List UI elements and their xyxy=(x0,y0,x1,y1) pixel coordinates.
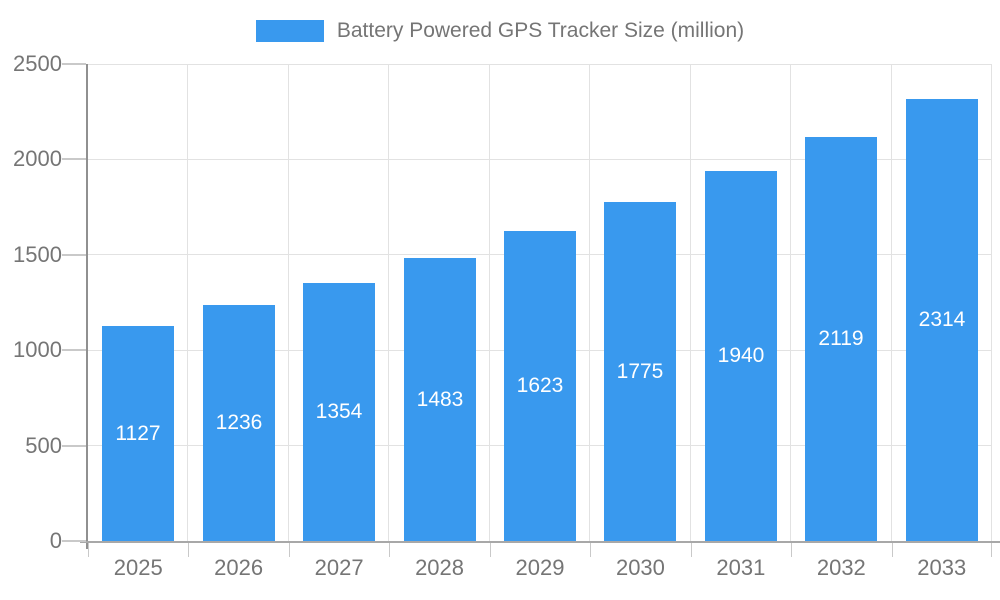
x-axis-tick-mark xyxy=(892,543,893,557)
x-axis-line xyxy=(80,541,1000,543)
bar: 2314 xyxy=(906,99,978,541)
y-tick-label: 1500 xyxy=(13,241,62,267)
gridline-vertical xyxy=(991,64,992,541)
gridline-vertical xyxy=(790,64,791,541)
y-axis-line xyxy=(86,64,88,549)
x-tick-label: 2027 xyxy=(314,555,364,580)
bar: 1127 xyxy=(102,326,174,541)
x-axis-tick-mark xyxy=(691,543,692,557)
y-axis-tick-mark xyxy=(62,63,86,65)
x-tick-label: 2033 xyxy=(917,555,967,580)
y-tick-label: 0 xyxy=(49,528,62,553)
legend: Battery Powered GPS Tracker Size (millio… xyxy=(0,19,1000,43)
x-axis-tick-mark xyxy=(389,543,390,557)
bar: 1483 xyxy=(404,258,476,541)
x-axis-tick-mark xyxy=(289,543,290,557)
bar-value-label: 1775 xyxy=(616,359,664,383)
y-tick-label: 500 xyxy=(25,432,62,458)
bar: 1236 xyxy=(203,305,275,541)
gridline-horizontal xyxy=(88,158,992,160)
bar: 1940 xyxy=(705,171,777,541)
bar: 1623 xyxy=(504,231,576,541)
gridline-vertical xyxy=(388,64,389,541)
bar-value-label: 1623 xyxy=(516,374,564,397)
x-axis-tick-mark xyxy=(991,543,992,557)
bar-value-label: 2314 xyxy=(918,308,966,331)
x-tick-label: 2030 xyxy=(615,555,665,580)
gridline-horizontal xyxy=(88,63,992,65)
legend-swatch xyxy=(255,20,324,42)
x-axis-tick-mark xyxy=(791,543,792,557)
gridline-vertical xyxy=(891,64,892,541)
bar-value-label: 1354 xyxy=(315,400,363,423)
x-tick-label: 2028 xyxy=(415,555,465,580)
gridline-vertical xyxy=(187,64,188,541)
legend-label: Battery Powered GPS Tracker Size (millio… xyxy=(336,19,745,42)
bar-value-label: 2119 xyxy=(818,327,864,350)
x-tick-label: 2032 xyxy=(816,555,866,580)
gridline-vertical xyxy=(690,64,691,541)
bar-value-label: 1236 xyxy=(215,411,263,434)
x-tick-label: 2031 xyxy=(716,555,766,580)
x-tick-label: 2025 xyxy=(113,555,163,580)
y-axis-tick-mark xyxy=(62,540,86,542)
bar: 1354 xyxy=(303,283,375,541)
gridline-vertical xyxy=(489,64,490,541)
gridline-vertical xyxy=(288,64,289,541)
bar: 1775 xyxy=(604,202,676,541)
y-axis-tick-mark xyxy=(62,158,86,161)
x-axis-tick-mark xyxy=(590,543,591,557)
y-axis-tick-mark xyxy=(62,444,86,447)
y-tick-label: 2000 xyxy=(13,146,62,172)
plot-area: 0 500 1000 1500 2000 2500 2025 2026 2027 2028 202… xyxy=(13,51,1000,580)
bar-value-label: 1127 xyxy=(115,421,161,445)
x-axis-tick-mark xyxy=(88,543,89,557)
x-axis-tick-mark xyxy=(490,543,491,557)
x-tick-label: 2029 xyxy=(515,555,565,580)
y-axis-tick-mark xyxy=(62,253,86,256)
gridline-vertical xyxy=(589,64,590,541)
y-tick-label: 1000 xyxy=(13,337,62,363)
x-axis-tick-mark xyxy=(188,543,189,557)
x-tick-label: 2026 xyxy=(214,555,264,580)
bar: 2119 xyxy=(805,137,877,541)
y-axis-tick-mark xyxy=(62,349,86,352)
bar-value-label: 1483 xyxy=(416,387,464,411)
bar-value-label: 1940 xyxy=(717,344,765,367)
y-tick-label: 2500 xyxy=(13,51,62,76)
